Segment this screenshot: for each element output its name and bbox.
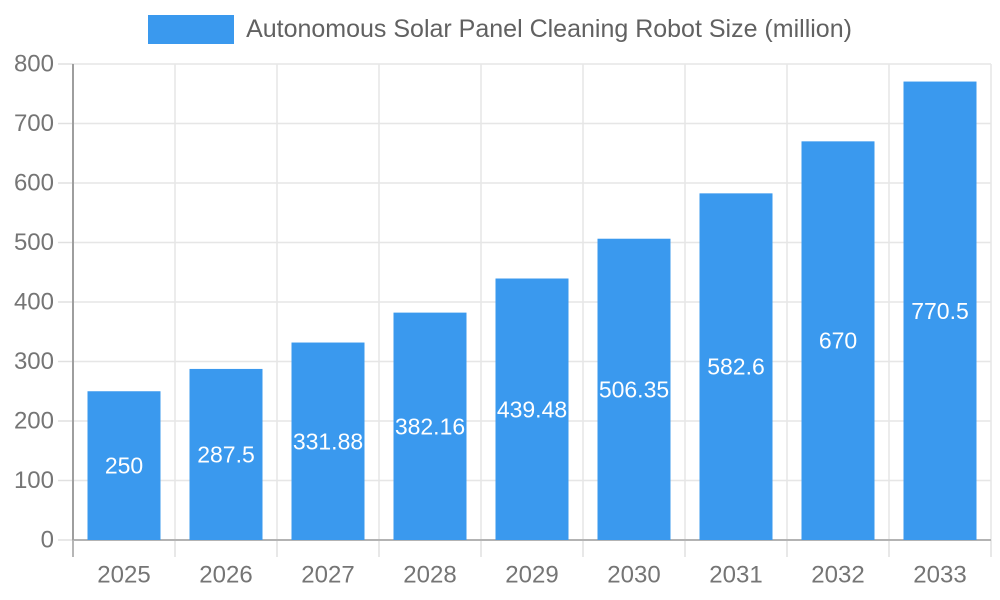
x-axis-label: 2030 [607,562,660,589]
bar[interactable] [597,238,671,541]
bar-value-label: 382.16 [395,413,465,439]
bar-value-label: 506.35 [599,376,669,402]
bar[interactable] [903,81,977,541]
x-axis-label: 2031 [709,562,762,589]
bar[interactable] [291,342,365,540]
bar[interactable] [189,368,263,540]
bar-value-label: 770.5 [911,298,969,324]
y-axis-label: 0 [41,527,54,554]
bar[interactable] [87,391,161,540]
bar[interactable] [393,312,467,540]
y-axis-label: 400 [14,289,54,316]
x-axis-label: 2032 [811,562,864,589]
x-axis-label: 2025 [97,562,150,589]
bar-value-label: 439.48 [497,396,567,422]
y-axis-label: 700 [14,110,54,137]
legend-label: Autonomous Solar Panel Cleaning Robot Si… [246,15,852,43]
legend[interactable]: Autonomous Solar Panel Cleaning Robot Si… [0,15,1000,44]
y-axis-label: 800 [14,51,54,78]
bar-value-label: 331.88 [293,428,363,454]
x-axis-label: 2029 [505,562,558,589]
bar-value-label: 670 [819,328,857,354]
bar[interactable] [699,193,773,540]
bar-value-label: 582.6 [707,354,765,380]
y-axis-label: 200 [14,408,54,435]
x-axis-label: 2033 [913,562,966,589]
y-axis-label: 500 [14,229,54,256]
x-axis-label: 2028 [403,562,456,589]
bar[interactable] [801,141,875,540]
y-axis-label: 300 [14,348,54,375]
bar-value-label: 287.5 [197,441,255,467]
legend-swatch-icon [148,15,235,44]
y-axis-label: 600 [14,170,54,197]
x-axis-label: 2026 [199,562,252,589]
bar[interactable] [495,278,569,540]
bar-value-label: 250 [105,453,143,479]
y-axis-label: 100 [14,467,54,494]
x-axis-label: 2027 [301,562,354,589]
